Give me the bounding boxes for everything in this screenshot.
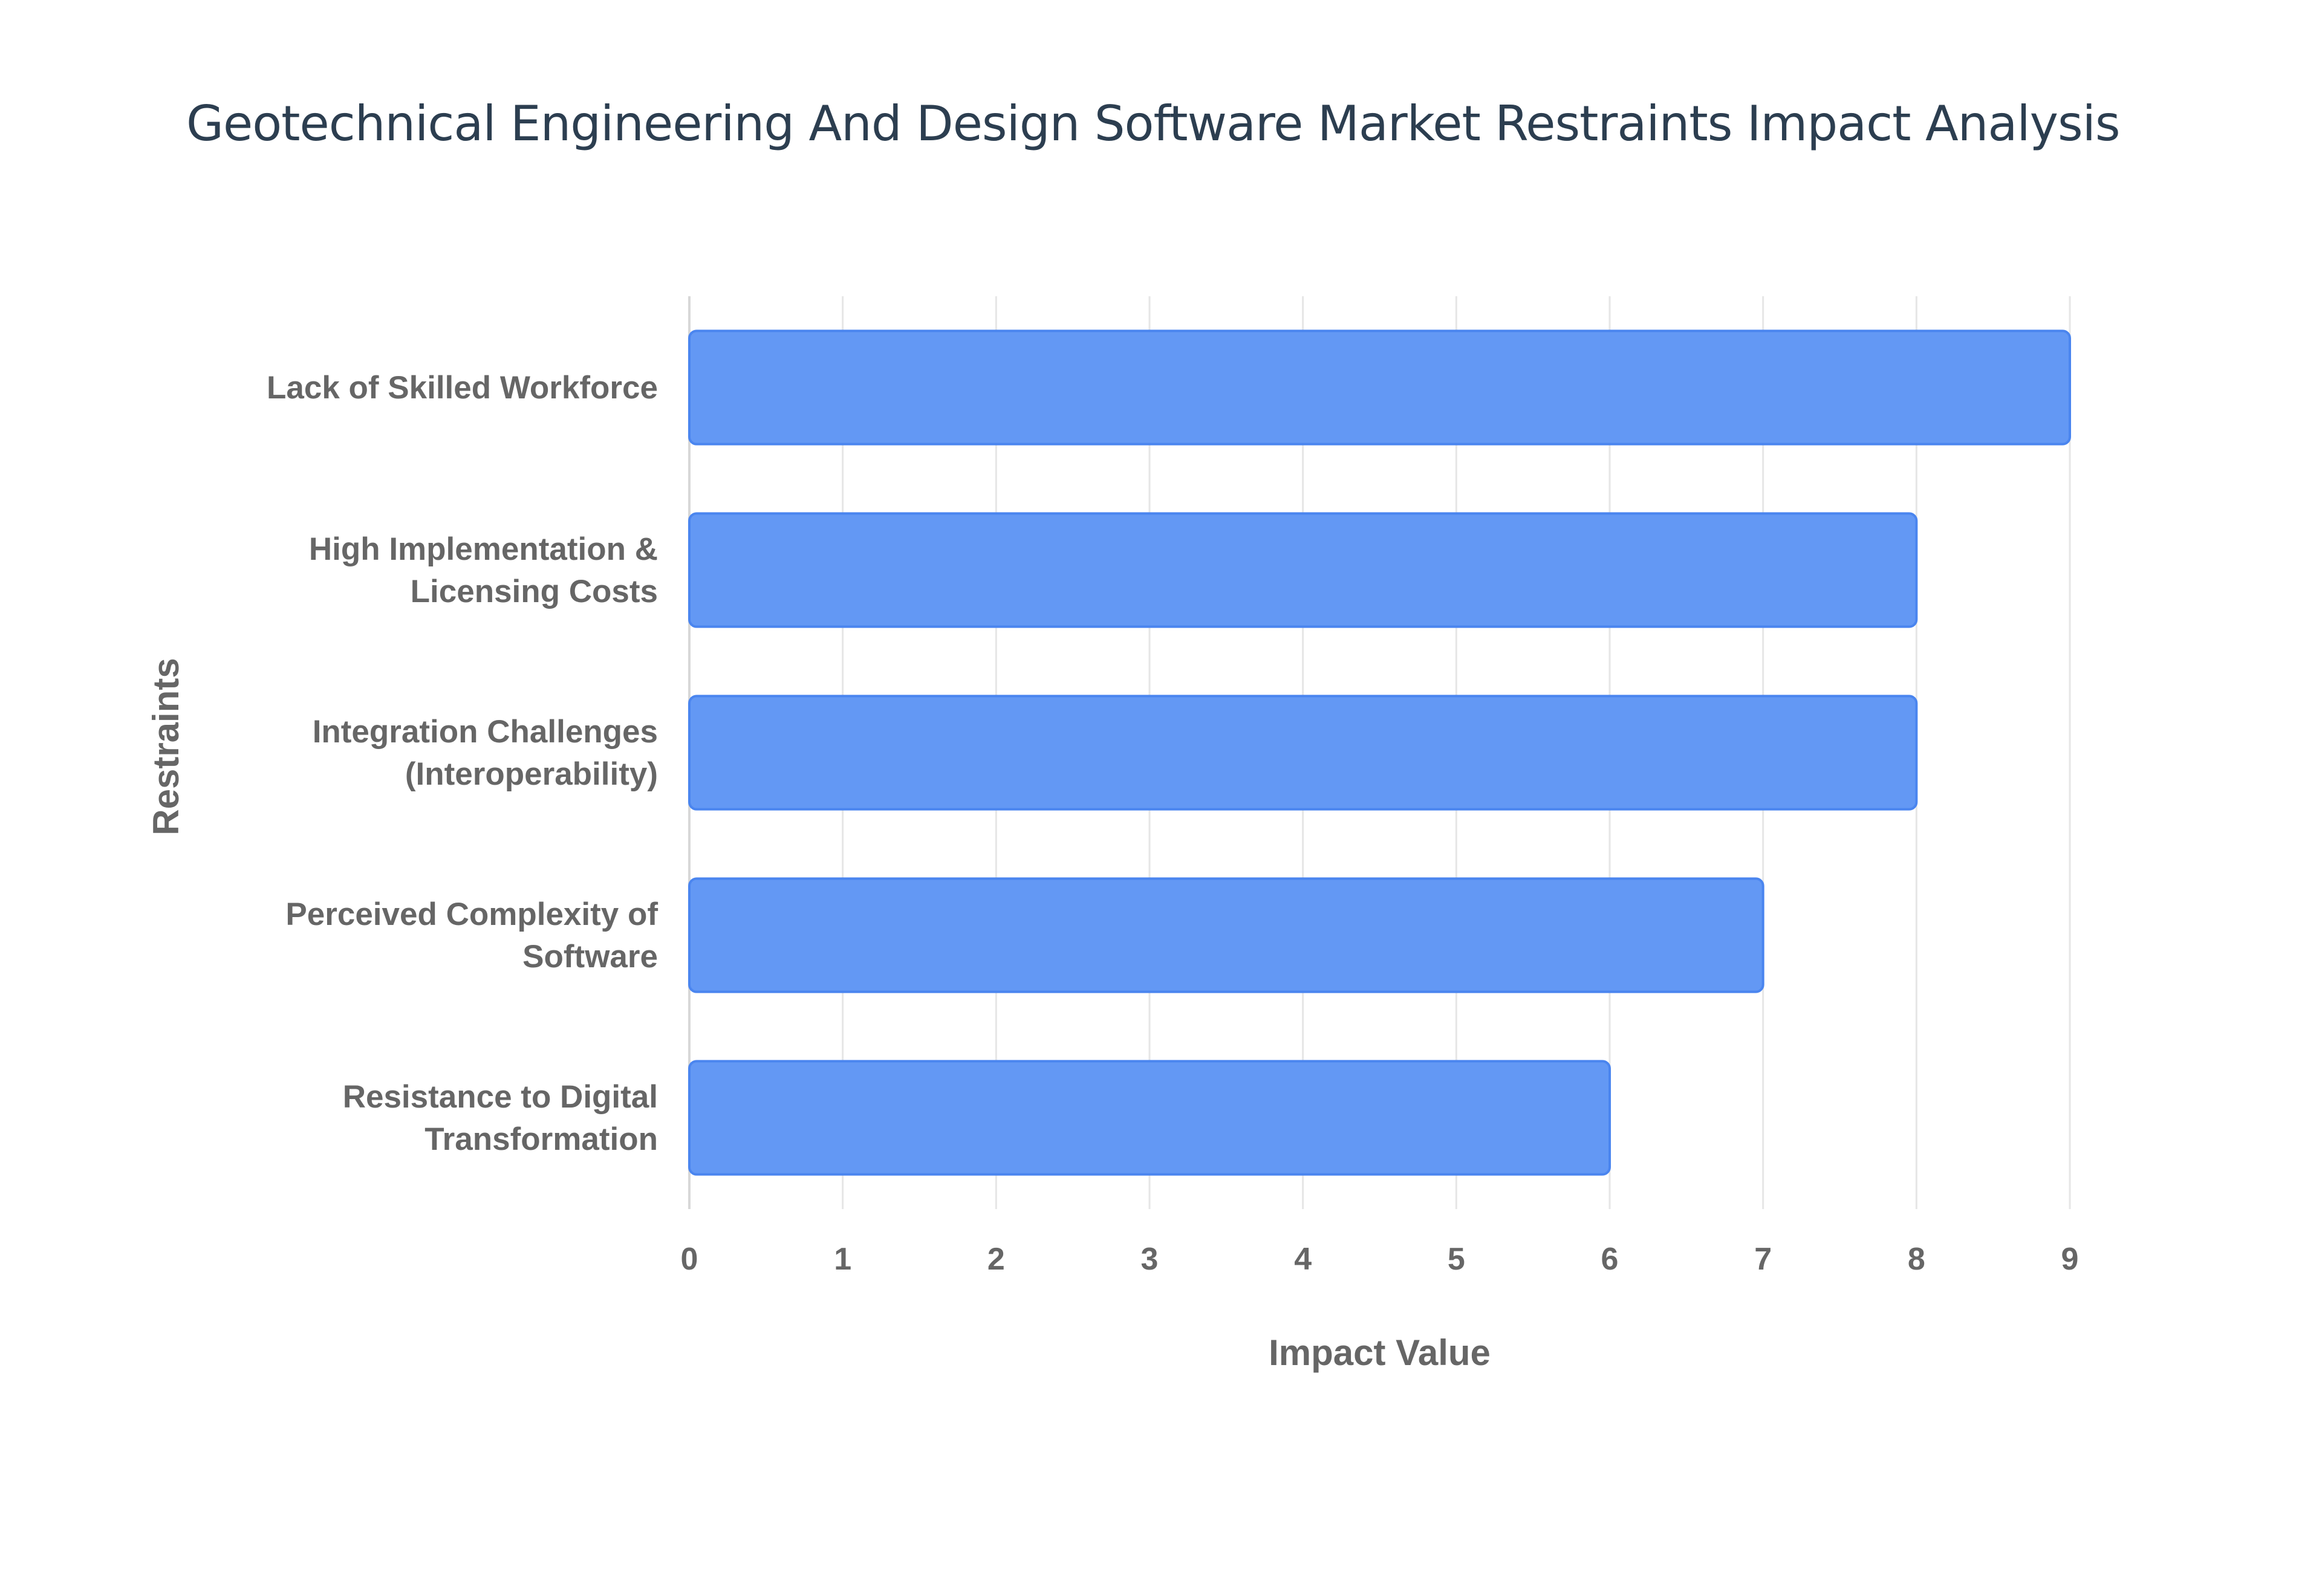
x-tick-label: 7 (1754, 1242, 1772, 1277)
y-category-label: Transformation (424, 1121, 658, 1157)
y-category-label: High Implementation & (309, 531, 658, 567)
x-tick-label: 9 (2061, 1242, 2079, 1277)
y-category-label: (Interoperability) (405, 756, 658, 792)
bar (688, 329, 2071, 446)
y-axis-title: Restraints (146, 658, 186, 835)
bar (688, 512, 1918, 628)
y-category-label: Software (522, 939, 658, 975)
bar (688, 1060, 1611, 1176)
x-tick-label: 5 (1448, 1242, 1465, 1277)
x-tick-label: 2 (987, 1242, 1005, 1277)
x-axis-title: Impact Value (1269, 1332, 1491, 1373)
x-tick-label: 1 (834, 1242, 851, 1277)
y-category-label: Resistance to Digital (343, 1079, 658, 1115)
x-tick-label: 4 (1294, 1242, 1312, 1277)
y-category-label: Integration Challenges (313, 714, 658, 750)
x-axis-ticks: 0 1 2 3 4 5 6 7 8 9 (681, 1242, 2079, 1277)
y-category-label: Perceived Complexity of (285, 897, 658, 932)
y-axis-categories: Lack of Skilled Workforce High Implementa… (267, 370, 658, 1157)
y-category-label: Licensing Costs (411, 574, 658, 609)
bar (688, 877, 1764, 993)
x-tick-label: 8 (1908, 1242, 1925, 1277)
bars (688, 329, 2071, 1176)
chart-title: Geotechnical Engineering And Design Soft… (186, 96, 2121, 152)
bar (688, 695, 1918, 811)
y-category-label: Lack of Skilled Workforce (267, 370, 658, 406)
x-tick-label: 6 (1601, 1242, 1619, 1277)
x-tick-label: 0 (681, 1242, 698, 1277)
x-tick-label: 3 (1141, 1242, 1159, 1277)
